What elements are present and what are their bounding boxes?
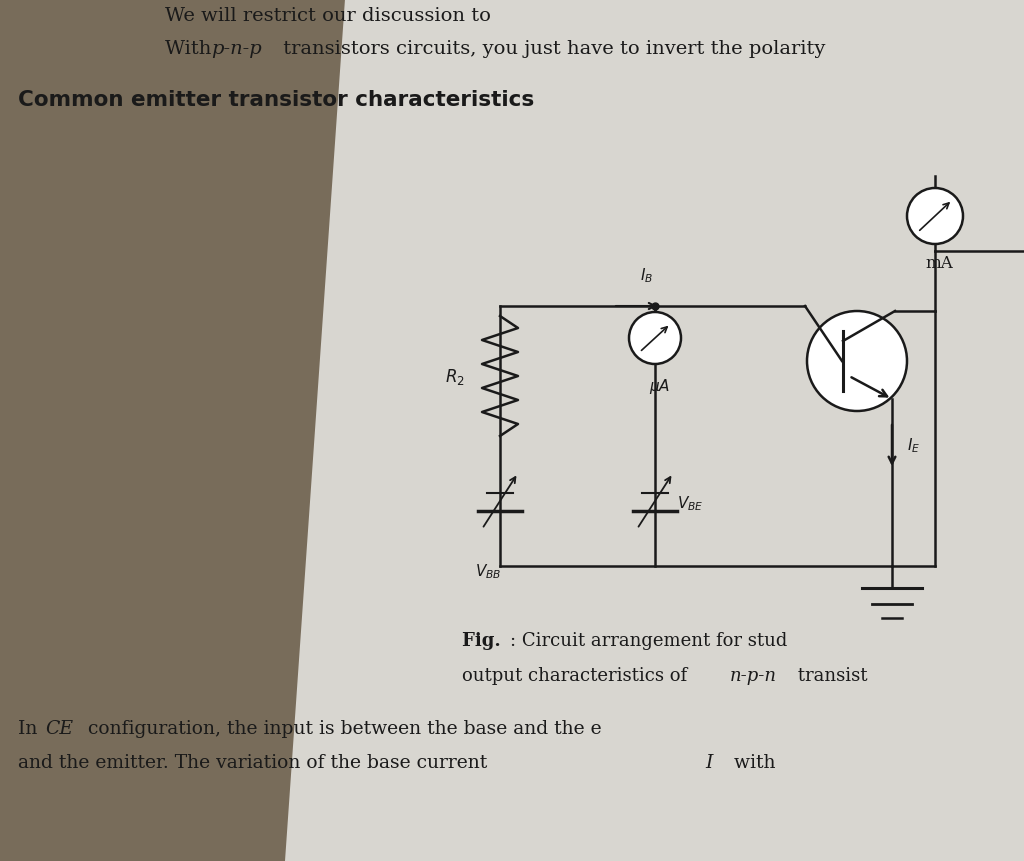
Text: output characteristics of: output characteristics of	[462, 666, 693, 684]
Text: $R_2$: $R_2$	[445, 367, 465, 387]
Text: I: I	[705, 753, 713, 771]
Text: $\mu A$: $\mu A$	[649, 376, 671, 395]
Text: $I_E$: $I_E$	[907, 437, 921, 455]
Circle shape	[907, 189, 963, 245]
Circle shape	[629, 313, 681, 364]
Text: With: With	[165, 40, 218, 58]
Text: with: with	[722, 753, 775, 771]
Text: Fig.: Fig.	[462, 631, 507, 649]
Text: : Circuit arrangement for stud: : Circuit arrangement for stud	[510, 631, 787, 649]
Text: Common emitter transistor characteristics: Common emitter transistor characteristic…	[18, 90, 535, 110]
Text: n-p-n: n-p-n	[730, 666, 777, 684]
Text: $I_B$: $I_B$	[640, 266, 653, 285]
Text: CE: CE	[45, 719, 73, 737]
Text: $V_{BE}$: $V_{BE}$	[677, 494, 703, 513]
Text: and the emitter. The variation of the base current: and the emitter. The variation of the ba…	[18, 753, 494, 771]
Text: configuration, the input is between the base and the e: configuration, the input is between the …	[82, 719, 602, 737]
Text: In: In	[18, 719, 43, 737]
Circle shape	[807, 312, 907, 412]
Polygon shape	[0, 0, 345, 861]
Text: mA: mA	[925, 255, 953, 272]
Text: We will restrict our discussion to: We will restrict our discussion to	[165, 7, 490, 25]
Text: p-n-p: p-n-p	[211, 40, 262, 58]
Text: transist: transist	[792, 666, 867, 684]
Text: $V_{BB}$: $V_{BB}$	[475, 561, 501, 580]
Text: transistors circuits, you just have to invert the polarity: transistors circuits, you just have to i…	[278, 40, 825, 58]
